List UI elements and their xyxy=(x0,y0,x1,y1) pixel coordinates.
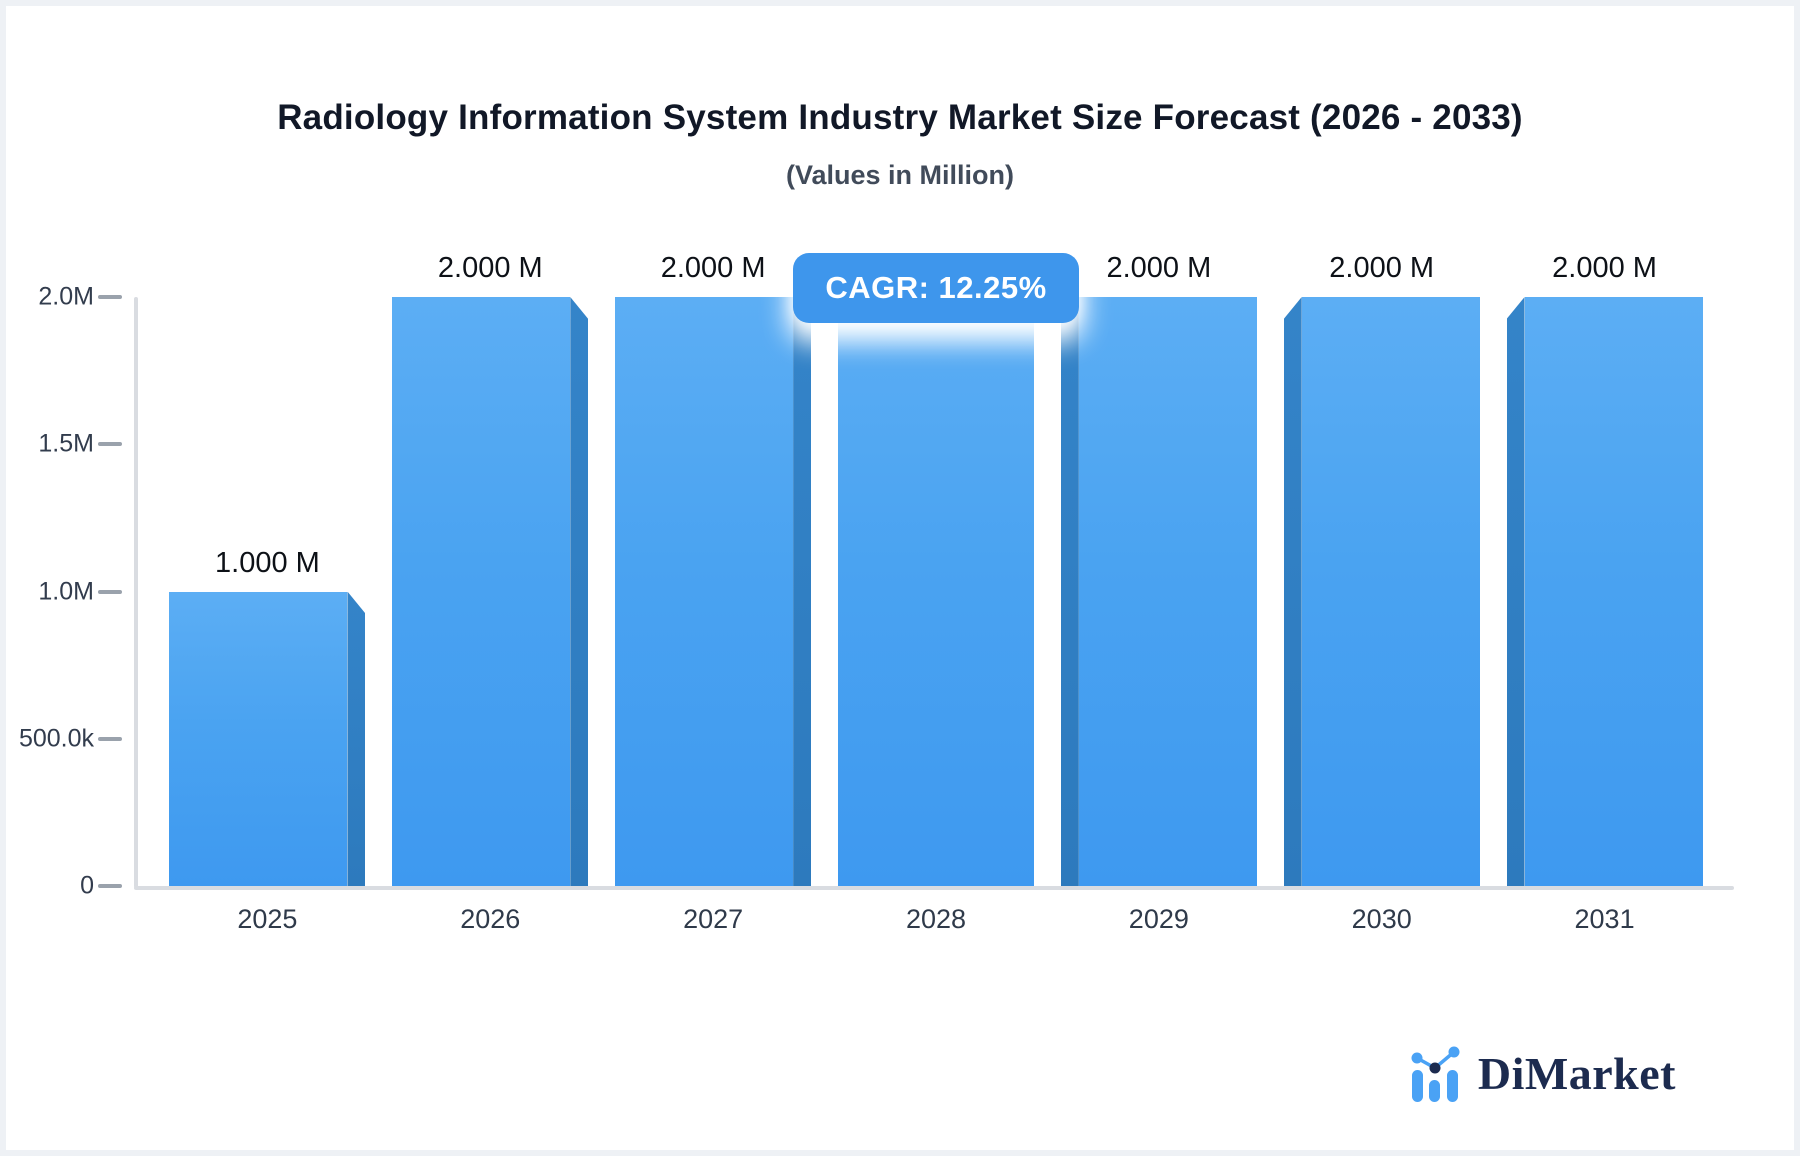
bar-side-face xyxy=(1506,297,1525,886)
bar-slot-2028 xyxy=(825,297,1048,886)
bar-front-face xyxy=(392,297,571,886)
bar-slot-2027 xyxy=(602,297,825,886)
bar-slot-2029 xyxy=(1047,297,1270,886)
y-tick-dash xyxy=(98,884,122,888)
chart-card: Radiology Information System Industry Ma… xyxy=(6,6,1794,1150)
cagr-badge: CAGR: 12.25% xyxy=(793,253,1079,323)
bar-front-face xyxy=(615,297,794,886)
bar-slot-2025 xyxy=(156,297,379,886)
mini-bar-chart-icon xyxy=(1411,1046,1460,1102)
bar-2031 xyxy=(1506,297,1703,886)
bar-2027 xyxy=(615,297,812,886)
x-axis-label-2030: 2030 xyxy=(1351,904,1412,934)
logo-text: DiMarket xyxy=(1477,1047,1676,1099)
plot-area: CAGR: 12.25% 0 500.0k 1.0M 1.5M 2.0M 1.000 M 2… xyxy=(19,252,1734,934)
chart-subtitle: (Values in Million) xyxy=(785,160,1015,190)
bar-value-label-2029: 2.000 M xyxy=(1106,252,1212,284)
bar-slot-2031 xyxy=(1493,297,1716,886)
bar-value-label-2027: 2.000 M xyxy=(660,252,766,284)
bar-front-face xyxy=(169,591,348,886)
x-axis-label-2027: 2027 xyxy=(683,904,744,934)
bar-2026 xyxy=(392,297,589,886)
bar-value-label-2026: 2.000 M xyxy=(437,252,543,284)
bar-front-face xyxy=(1524,297,1703,886)
y-axis-line xyxy=(134,297,138,888)
bar-front-face xyxy=(837,297,1034,886)
bar-side-face xyxy=(1060,297,1079,886)
bar-front-face xyxy=(1301,297,1480,886)
bar-2025 xyxy=(169,591,366,886)
x-axis-label-2025: 2025 xyxy=(237,904,298,934)
y-tick-label: 1.5M xyxy=(38,429,94,458)
bar-side-face xyxy=(347,591,366,886)
bar-value-label-2030: 2.000 M xyxy=(1329,252,1435,284)
y-tick-dash xyxy=(98,589,122,594)
bar-slot-2030 xyxy=(1270,297,1493,886)
bar-value-label-2031: 2.000 M xyxy=(1552,252,1657,284)
bar-2029 xyxy=(1060,297,1257,886)
x-axis-label-2031: 2031 xyxy=(1574,904,1635,934)
y-tick-dash xyxy=(98,295,122,299)
bar-side-face xyxy=(793,297,812,886)
chart-title: Radiology Information System Industry Ma… xyxy=(277,98,1523,137)
x-axis-label-2028: 2028 xyxy=(905,904,967,934)
bar-slot-2026 xyxy=(379,297,602,886)
y-tick-label: 0 xyxy=(80,871,94,900)
bar-front-face xyxy=(1078,297,1257,886)
bar-2030 xyxy=(1283,297,1480,886)
bar-side-face xyxy=(1283,297,1302,886)
y-tick-label: 500.0k xyxy=(18,724,94,753)
bar-value-label-2025: 1.000 M xyxy=(215,546,320,579)
x-axis-label-2029: 2029 xyxy=(1128,904,1189,934)
y-tick-dash xyxy=(98,442,122,447)
chart-header: Radiology Information System Industry Ma… xyxy=(6,98,1794,191)
x-axis-line xyxy=(134,886,1734,890)
x-axis-label-2026: 2026 xyxy=(460,904,521,934)
dimarket-logo: DiMarket xyxy=(1404,1042,1676,1104)
y-tick-label: 2.0M xyxy=(38,282,94,311)
y-tick-dash xyxy=(98,736,122,741)
y-tick-label: 1.0M xyxy=(38,577,94,605)
cagr-badge-label: CAGR: 12.25% xyxy=(825,270,1047,305)
bar-2028 xyxy=(837,297,1034,886)
bar-side-face xyxy=(570,297,589,886)
